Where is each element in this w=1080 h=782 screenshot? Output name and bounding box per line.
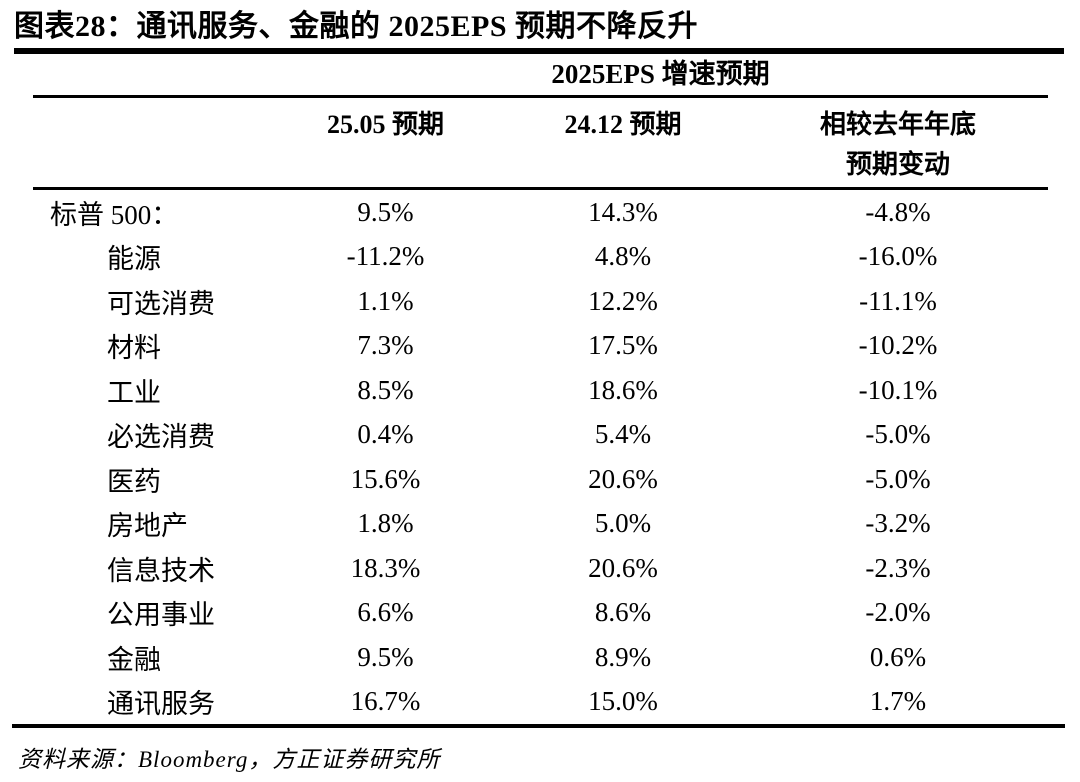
table-row: 标普 500： 9.5% 14.3% -4.8% xyxy=(33,190,1048,235)
value-2505: 9.5% xyxy=(357,641,414,672)
source-note: 资料来源：Bloomberg，方正证券研究所 xyxy=(18,747,441,772)
table-row: 必选消费 0.4% 5.4% -5.0% xyxy=(33,413,1048,458)
value-2505: 1.8% xyxy=(357,508,414,539)
row-label: 通讯服务 xyxy=(107,689,215,720)
table-bottom-border xyxy=(12,724,1065,728)
row-label: 房地产 xyxy=(107,511,188,542)
table-row: 工业 8.5% 18.6% -10.1% xyxy=(33,368,1048,413)
table-row: 房地产 1.8% 5.0% -3.2% xyxy=(33,502,1048,547)
table-row: 金融 9.5% 8.9% 0.6% xyxy=(33,635,1048,680)
column-header-change-line2: 预期变动 xyxy=(845,150,950,179)
table-row: 可选消费 1.1% 12.2% -11.1% xyxy=(33,279,1048,324)
table-header-row: 25.05 预期 24.12 预期 相较去年年底 预期变动 xyxy=(33,98,1048,187)
value-change: -4.8% xyxy=(865,196,931,227)
row-label: 医药 xyxy=(107,466,161,497)
value-change: -16.0% xyxy=(858,241,938,272)
table-spanner-row: 2025EPS 增速预期 xyxy=(33,54,1048,95)
title-divider xyxy=(14,48,1064,54)
value-change: -10.2% xyxy=(858,330,938,361)
value-change: -3.2% xyxy=(865,508,931,539)
row-label: 公用事业 xyxy=(107,600,215,631)
value-2412: 20.6% xyxy=(588,463,658,494)
row-label: 信息技术 xyxy=(107,555,215,586)
column-header-2412: 24.12 预期 xyxy=(564,110,682,139)
row-label: 能源 xyxy=(107,244,161,275)
value-2505: 7.3% xyxy=(357,330,414,361)
value-2412: 5.4% xyxy=(594,419,652,450)
value-2412: 20.6% xyxy=(588,552,658,583)
header-divider xyxy=(33,187,1048,190)
value-2412: 8.9% xyxy=(594,641,652,672)
value-2412: 12.2% xyxy=(588,285,658,316)
value-change: 1.7% xyxy=(869,686,927,717)
spanner-divider xyxy=(33,95,1048,98)
value-2505: 8.5% xyxy=(357,374,414,405)
value-2412: 15.0% xyxy=(588,686,658,717)
column-header-change-line1: 相较去年年底 xyxy=(819,110,976,139)
value-2505: 18.3% xyxy=(350,552,421,583)
value-change: -2.3% xyxy=(865,552,931,583)
eps-forecast-table: 2025EPS 增速预期 25.05 预期 24.12 预期 相较去年年底 预期… xyxy=(0,54,1080,728)
value-2412: 18.6% xyxy=(588,374,658,405)
value-2505: 1.1% xyxy=(357,285,414,316)
value-2505: 16.7% xyxy=(350,686,421,717)
table-row: 能源 -11.2% 4.8% -16.0% xyxy=(33,235,1048,280)
row-label: 可选消费 xyxy=(107,288,215,319)
value-2412: 14.3% xyxy=(588,196,658,227)
value-change: -5.0% xyxy=(865,463,931,494)
value-change: 0.6% xyxy=(869,641,927,672)
value-2505: 9.5% xyxy=(357,196,414,227)
header-label-spacer xyxy=(33,98,273,187)
value-2505: 15.6% xyxy=(350,463,421,494)
row-label: 工业 xyxy=(107,377,161,408)
table-row: 材料 7.3% 17.5% -10.2% xyxy=(33,324,1048,369)
value-2505: -11.2% xyxy=(346,241,425,272)
table-spanner-header: 2025EPS 增速预期 xyxy=(551,59,770,89)
row-label: 材料 xyxy=(107,333,161,364)
table-body: 标普 500： 9.5% 14.3% -4.8% 能源 -11.2% 4.8% … xyxy=(0,190,1080,724)
row-label: 必选消费 xyxy=(107,422,215,453)
value-2412: 5.0% xyxy=(594,508,652,539)
table-row: 公用事业 6.6% 8.6% -2.0% xyxy=(33,591,1048,636)
row-label: 金融 xyxy=(107,644,161,675)
value-2412: 4.8% xyxy=(594,241,652,272)
column-header-2505: 25.05 预期 xyxy=(326,110,444,139)
value-change: -10.1% xyxy=(858,374,938,405)
table-row: 医药 15.6% 20.6% -5.0% xyxy=(33,457,1048,502)
value-change: -11.1% xyxy=(859,285,937,316)
spanner-spacer xyxy=(33,54,273,95)
value-change: -5.0% xyxy=(865,419,931,450)
value-2505: 0.4% xyxy=(357,419,414,450)
table-row: 信息技术 18.3% 20.6% -2.3% xyxy=(33,546,1048,591)
table-row: 通讯服务 16.7% 15.0% 1.7% xyxy=(33,680,1048,725)
row-label: 标普 500： xyxy=(50,199,179,230)
figure-title: 图表28：通讯服务、金融的 2025EPS 预期不降反升 xyxy=(14,10,699,43)
value-2412: 8.6% xyxy=(594,597,652,628)
value-change: -2.0% xyxy=(865,597,931,628)
value-2412: 17.5% xyxy=(588,330,658,361)
column-header-change: 相较去年年底 预期变动 xyxy=(748,98,1048,187)
value-2505: 6.6% xyxy=(357,597,414,628)
